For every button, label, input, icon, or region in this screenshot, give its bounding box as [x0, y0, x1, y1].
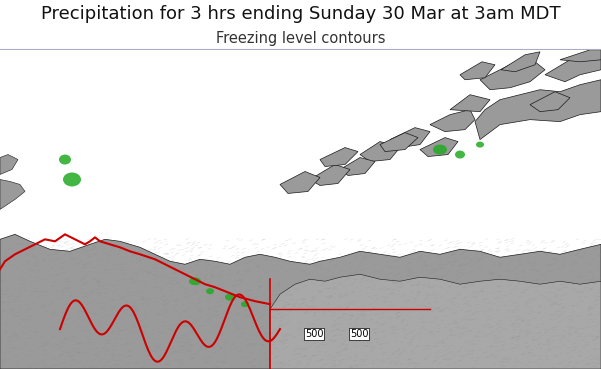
Ellipse shape: [63, 172, 81, 186]
Polygon shape: [420, 138, 458, 156]
Polygon shape: [480, 62, 545, 90]
Polygon shape: [501, 52, 540, 72]
Polygon shape: [280, 172, 320, 193]
Polygon shape: [450, 95, 490, 112]
Polygon shape: [320, 148, 358, 166]
Polygon shape: [460, 62, 495, 80]
Text: Freezing level contours: Freezing level contours: [216, 31, 385, 46]
Text: 500: 500: [305, 329, 323, 339]
Text: Precipitation for 3 hrs ending Sunday 30 Mar at 3am MDT: Precipitation for 3 hrs ending Sunday 30…: [41, 5, 560, 23]
Polygon shape: [475, 80, 601, 139]
Polygon shape: [0, 179, 25, 210]
Polygon shape: [0, 155, 18, 175]
Ellipse shape: [476, 142, 484, 148]
Ellipse shape: [433, 145, 447, 155]
Polygon shape: [530, 92, 570, 112]
Ellipse shape: [455, 151, 465, 159]
Polygon shape: [310, 165, 350, 186]
Polygon shape: [545, 55, 601, 82]
Polygon shape: [360, 142, 400, 162]
Text: 500: 500: [350, 329, 368, 339]
Ellipse shape: [241, 301, 249, 307]
Ellipse shape: [189, 277, 201, 285]
Polygon shape: [270, 274, 601, 369]
Polygon shape: [380, 132, 418, 152]
Polygon shape: [390, 128, 430, 148]
Ellipse shape: [225, 294, 235, 301]
Polygon shape: [0, 234, 601, 369]
Ellipse shape: [206, 288, 214, 294]
Polygon shape: [340, 158, 375, 176]
Polygon shape: [430, 110, 475, 132]
Ellipse shape: [59, 155, 71, 165]
Polygon shape: [560, 50, 601, 62]
